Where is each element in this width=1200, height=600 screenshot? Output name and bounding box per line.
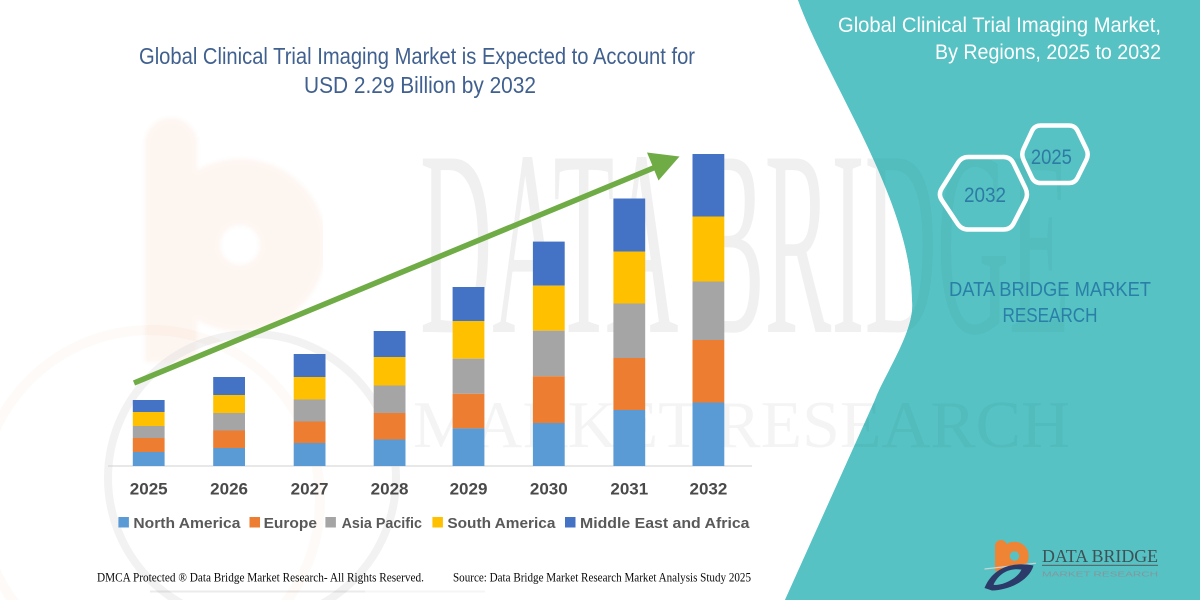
svg-text:2025: 2025 <box>1031 146 1072 169</box>
svg-text:2029: 2029 <box>450 480 488 499</box>
svg-text:Europe: Europe <box>264 515 317 532</box>
svg-text:Global Clinical Trial Imaging: Global Clinical Trial Imaging Market is … <box>139 43 695 69</box>
svg-text:DATA BRIDGE: DATA BRIDGE <box>1042 546 1158 566</box>
svg-text:Middle East and Africa: Middle East and Africa <box>580 515 750 532</box>
svg-text:2032: 2032 <box>689 480 727 499</box>
svg-text:2032: 2032 <box>964 184 1006 207</box>
svg-text:RESEARCH: RESEARCH <box>1003 305 1098 327</box>
svg-text:2031: 2031 <box>610 480 648 499</box>
svg-text:South America: South America <box>447 515 556 532</box>
svg-text:MARKET RESEARCH: MARKET RESEARCH <box>1042 572 1158 579</box>
svg-text:USD 2.29 Billion by 2032: USD 2.29 Billion by 2032 <box>304 72 536 98</box>
svg-text:2025: 2025 <box>130 480 168 499</box>
svg-text:North America: North America <box>133 515 241 532</box>
svg-text:2026: 2026 <box>210 480 248 499</box>
svg-text:By Regions, 2025 to 2032: By Regions, 2025 to 2032 <box>935 40 1161 64</box>
svg-text:DATA BRIDGE MARKET: DATA BRIDGE MARKET <box>949 279 1151 301</box>
svg-text:2027: 2027 <box>291 480 329 499</box>
svg-text:Source: Data Bridge Market Res: Source: Data Bridge Market Research Mark… <box>453 571 751 585</box>
svg-text:Asia Pacific: Asia Pacific <box>342 515 422 532</box>
svg-text:DMCA Protected ® Data Bridge M: DMCA Protected ® Data Bridge Market Rese… <box>97 571 424 585</box>
svg-text:2028: 2028 <box>371 480 409 499</box>
svg-text:2030: 2030 <box>530 480 568 499</box>
svg-text:Global Clinical Trial Imaging: Global Clinical Trial Imaging Market, <box>838 13 1161 37</box>
